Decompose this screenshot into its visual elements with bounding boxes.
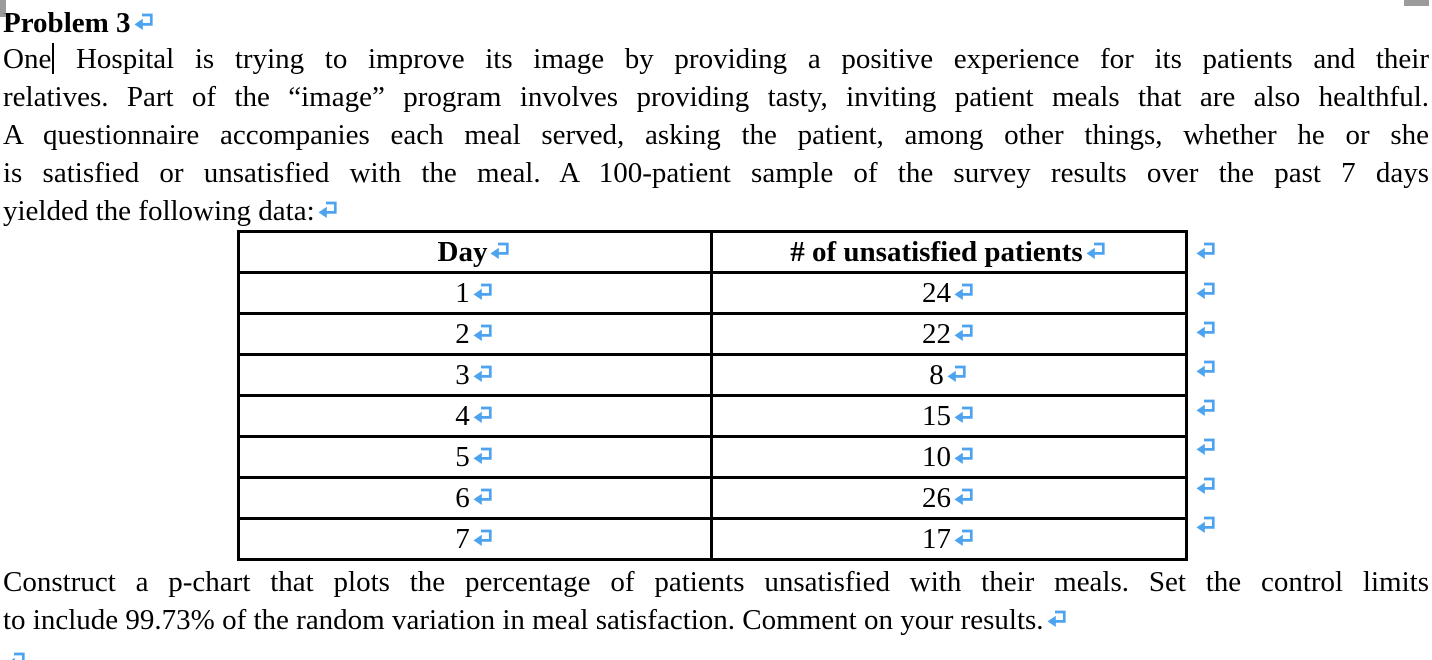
end-of-cell-mark-icon xyxy=(472,282,495,302)
end-of-cell-mark-icon xyxy=(1085,241,1108,261)
end-of-cell-mark-icon xyxy=(489,241,512,261)
end-of-cell-mark-icon xyxy=(953,323,976,343)
end-of-cell-mark-icon xyxy=(472,446,495,466)
end-of-cell-mark-icon xyxy=(472,405,495,425)
cell-count[interactable]: 15 xyxy=(710,394,1188,438)
cell-day[interactable]: 5 xyxy=(237,435,713,479)
end-of-row-mark-icon xyxy=(1195,515,1218,535)
end-of-cell-mark-icon xyxy=(953,487,976,507)
end-of-cell-mark-icon xyxy=(953,528,976,548)
cell-value: 4 xyxy=(455,400,470,432)
end-of-cell-mark-icon xyxy=(472,528,495,548)
end-of-cell-mark-icon xyxy=(472,487,495,507)
header-cell-day[interactable]: Day xyxy=(237,230,713,274)
cell-value: 10 xyxy=(922,441,951,473)
header-unsatisfied-label: # of unsatisfied patients xyxy=(790,236,1083,268)
paragraph-return-mark-icon xyxy=(317,200,340,220)
cell-value: 24 xyxy=(922,277,951,309)
header-cell-unsatisfied[interactable]: # of unsatisfied patients xyxy=(710,230,1188,274)
intro-line-5-text: yielded the following data: xyxy=(3,195,315,227)
cell-value: 3 xyxy=(455,359,470,391)
intro-line-1-after-caret: Hospital is trying to improve its image … xyxy=(75,43,1429,75)
cell-value: 8 xyxy=(929,359,944,391)
outro-line-1[interactable]: Construct a p-chart that plots the perce… xyxy=(3,566,1429,598)
window-edge-artifact-top-left xyxy=(0,0,6,17)
cell-count[interactable]: 8 xyxy=(710,353,1188,397)
header-day-label: Day xyxy=(437,236,488,268)
cell-count[interactable]: 17 xyxy=(710,517,1188,561)
end-of-row-mark-icon xyxy=(1195,281,1218,301)
cell-count[interactable]: 22 xyxy=(710,312,1188,356)
cell-day[interactable]: 7 xyxy=(237,517,713,561)
intro-line-3[interactable]: A questionnaire accompanies each meal se… xyxy=(3,119,1429,151)
end-of-row-marks-column xyxy=(1195,230,1218,544)
text-cursor-caret xyxy=(52,43,55,74)
intro-line-1-before-caret: One xyxy=(3,43,52,75)
problem-heading-line[interactable]: Problem 3 xyxy=(0,0,1432,40)
table-row: 6 26 xyxy=(237,476,1188,520)
cell-count[interactable]: 26 xyxy=(710,476,1188,520)
end-of-row-mark-icon xyxy=(1195,476,1218,496)
cell-value: 22 xyxy=(922,318,951,350)
end-of-cell-mark-icon xyxy=(953,282,976,302)
end-of-row-mark-icon xyxy=(1195,398,1218,418)
intro-line-4[interactable]: is satisfied or unsatisfied with the mea… xyxy=(3,157,1429,189)
outro-line-2-text: to include 99.73% of the random variatio… xyxy=(3,604,1044,636)
end-of-row-mark-icon xyxy=(1195,437,1218,457)
end-of-row-mark-icon xyxy=(1195,359,1218,379)
cell-day[interactable]: 4 xyxy=(237,394,713,438)
problem-heading: Problem 3 xyxy=(3,7,131,39)
end-of-cell-mark-icon xyxy=(472,364,495,384)
end-of-row-mark-icon xyxy=(1195,241,1218,261)
cell-value: 6 xyxy=(455,482,470,514)
table-row: 1 24 xyxy=(237,271,1188,315)
cell-value: 5 xyxy=(455,441,470,473)
survey-data-table: Day # of unsatisfied patients 1 24 2 22 … xyxy=(237,230,1188,561)
cell-value: 7 xyxy=(455,523,470,555)
outro-line-2[interactable]: to include 99.73% of the random variatio… xyxy=(0,601,1432,639)
paragraph-return-mark-icon xyxy=(133,12,156,32)
empty-paragraph-line[interactable] xyxy=(0,639,1432,660)
table-header-row: Day # of unsatisfied patients xyxy=(237,230,1188,274)
cell-value: 17 xyxy=(922,523,951,555)
intro-line-2[interactable]: relatives. Part of the “image” program i… xyxy=(3,81,1429,113)
cell-day[interactable]: 6 xyxy=(237,476,713,520)
paragraph-return-mark-icon xyxy=(1046,609,1069,629)
cell-value: 1 xyxy=(455,277,470,309)
cell-day[interactable]: 1 xyxy=(237,271,713,315)
cell-day[interactable]: 3 xyxy=(237,353,713,397)
table-row: 7 17 xyxy=(237,517,1188,561)
end-of-cell-mark-icon xyxy=(472,323,495,343)
cell-count[interactable]: 24 xyxy=(710,271,1188,315)
table-row: 5 10 xyxy=(237,435,1188,479)
paragraph-return-mark-icon xyxy=(5,651,28,660)
table-row: 4 15 xyxy=(237,394,1188,438)
end-of-cell-mark-icon xyxy=(953,405,976,425)
table-zone: Day # of unsatisfied patients 1 24 2 22 … xyxy=(237,230,1432,561)
end-of-cell-mark-icon xyxy=(953,446,976,466)
window-edge-artifact-top-right xyxy=(1404,0,1429,6)
cell-value: 26 xyxy=(922,482,951,514)
cell-count[interactable]: 10 xyxy=(710,435,1188,479)
end-of-row-mark-icon xyxy=(1195,320,1218,340)
cell-day[interactable]: 2 xyxy=(237,312,713,356)
cell-value: 15 xyxy=(922,400,951,432)
intro-line-1[interactable]: One Hospital is trying to improve its im… xyxy=(0,40,1432,78)
end-of-cell-mark-icon xyxy=(946,364,969,384)
table-row: 2 22 xyxy=(237,312,1188,356)
intro-line-5[interactable]: yielded the following data: xyxy=(0,192,1432,230)
table-row: 3 8 xyxy=(237,353,1188,397)
cell-value: 2 xyxy=(455,318,470,350)
